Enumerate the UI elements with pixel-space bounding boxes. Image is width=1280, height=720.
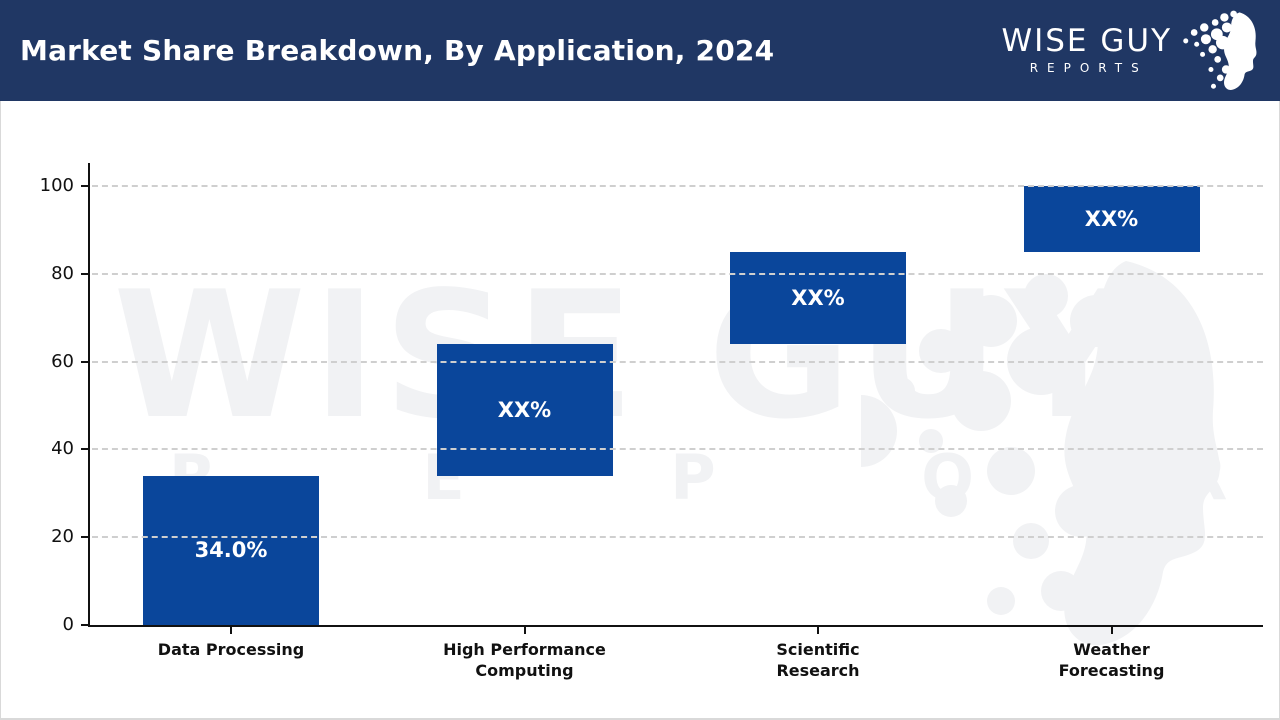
category-label-scientific-research: Scientific Research	[776, 640, 860, 680]
bar-value-label-scientific-research: XX%	[791, 285, 845, 310]
bar-value-label-weather-forecasting: XX%	[1084, 206, 1139, 231]
x-tick-weather-forecasting	[1110, 627, 1113, 634]
y-axis-line	[88, 163, 90, 627]
gridline-40	[92, 448, 1263, 451]
y-tick-100	[81, 185, 90, 187]
gridline-20	[92, 536, 1263, 539]
gridline-80	[92, 272, 1263, 275]
category-label-data-processing: Data Processing	[157, 640, 305, 659]
watermark-face-icon	[825, 201, 1221, 675]
header-bar: Market Share Breakdown, By Application, …	[0, 0, 1280, 101]
bar-value-label-data-processing: 34.0%	[194, 538, 268, 563]
chart-canvas: WISE GUY R E P O R T S 02040608010034.0%…	[0, 101, 1280, 720]
logo-wordmark: WISE GUY	[1001, 23, 1172, 59]
x-tick-data-processing	[230, 627, 232, 634]
x-tick-high-performance-computing	[523, 627, 526, 634]
logo-subtitle: REPORTS	[1029, 61, 1148, 75]
y-tick-label-100: 100	[39, 175, 74, 196]
y-tick-label-60: 60	[51, 350, 74, 372]
x-tick-scientific-research	[817, 627, 819, 634]
wise-guy-reports-logo: WISE GUY REPORTS	[1001, 7, 1258, 95]
bar-high-performance-computing: XX%	[436, 344, 613, 476]
gridline-60	[92, 360, 1263, 363]
logo-face-icon	[1174, 7, 1258, 95]
bar-value-label-high-performance-computing: XX%	[497, 397, 552, 422]
logo-text: WISE GUY REPORTS	[1001, 23, 1172, 76]
y-tick-80	[81, 272, 90, 275]
y-tick-label-40: 40	[51, 438, 74, 460]
category-label-high-performance-computing: High Performance Computing	[443, 640, 606, 680]
bar-data-processing: 34.0%	[143, 475, 319, 625]
bar-scientific-research: XX%	[730, 251, 906, 345]
y-tick-label-20: 20	[51, 526, 74, 548]
y-tick-60	[81, 360, 90, 363]
y-tick-40	[81, 448, 90, 451]
bar-weather-forecasting: XX%	[1023, 186, 1200, 252]
x-axis-line	[88, 625, 1263, 627]
y-tick-0	[81, 624, 90, 626]
category-label-weather-forecasting: Weather Forecasting	[1058, 640, 1165, 680]
y-tick-20	[81, 536, 90, 539]
gridline-100	[92, 185, 1263, 187]
y-tick-label-80: 80	[51, 262, 74, 284]
y-tick-label-0: 0	[62, 614, 74, 635]
page-title: Market Share Breakdown, By Application, …	[20, 34, 775, 67]
